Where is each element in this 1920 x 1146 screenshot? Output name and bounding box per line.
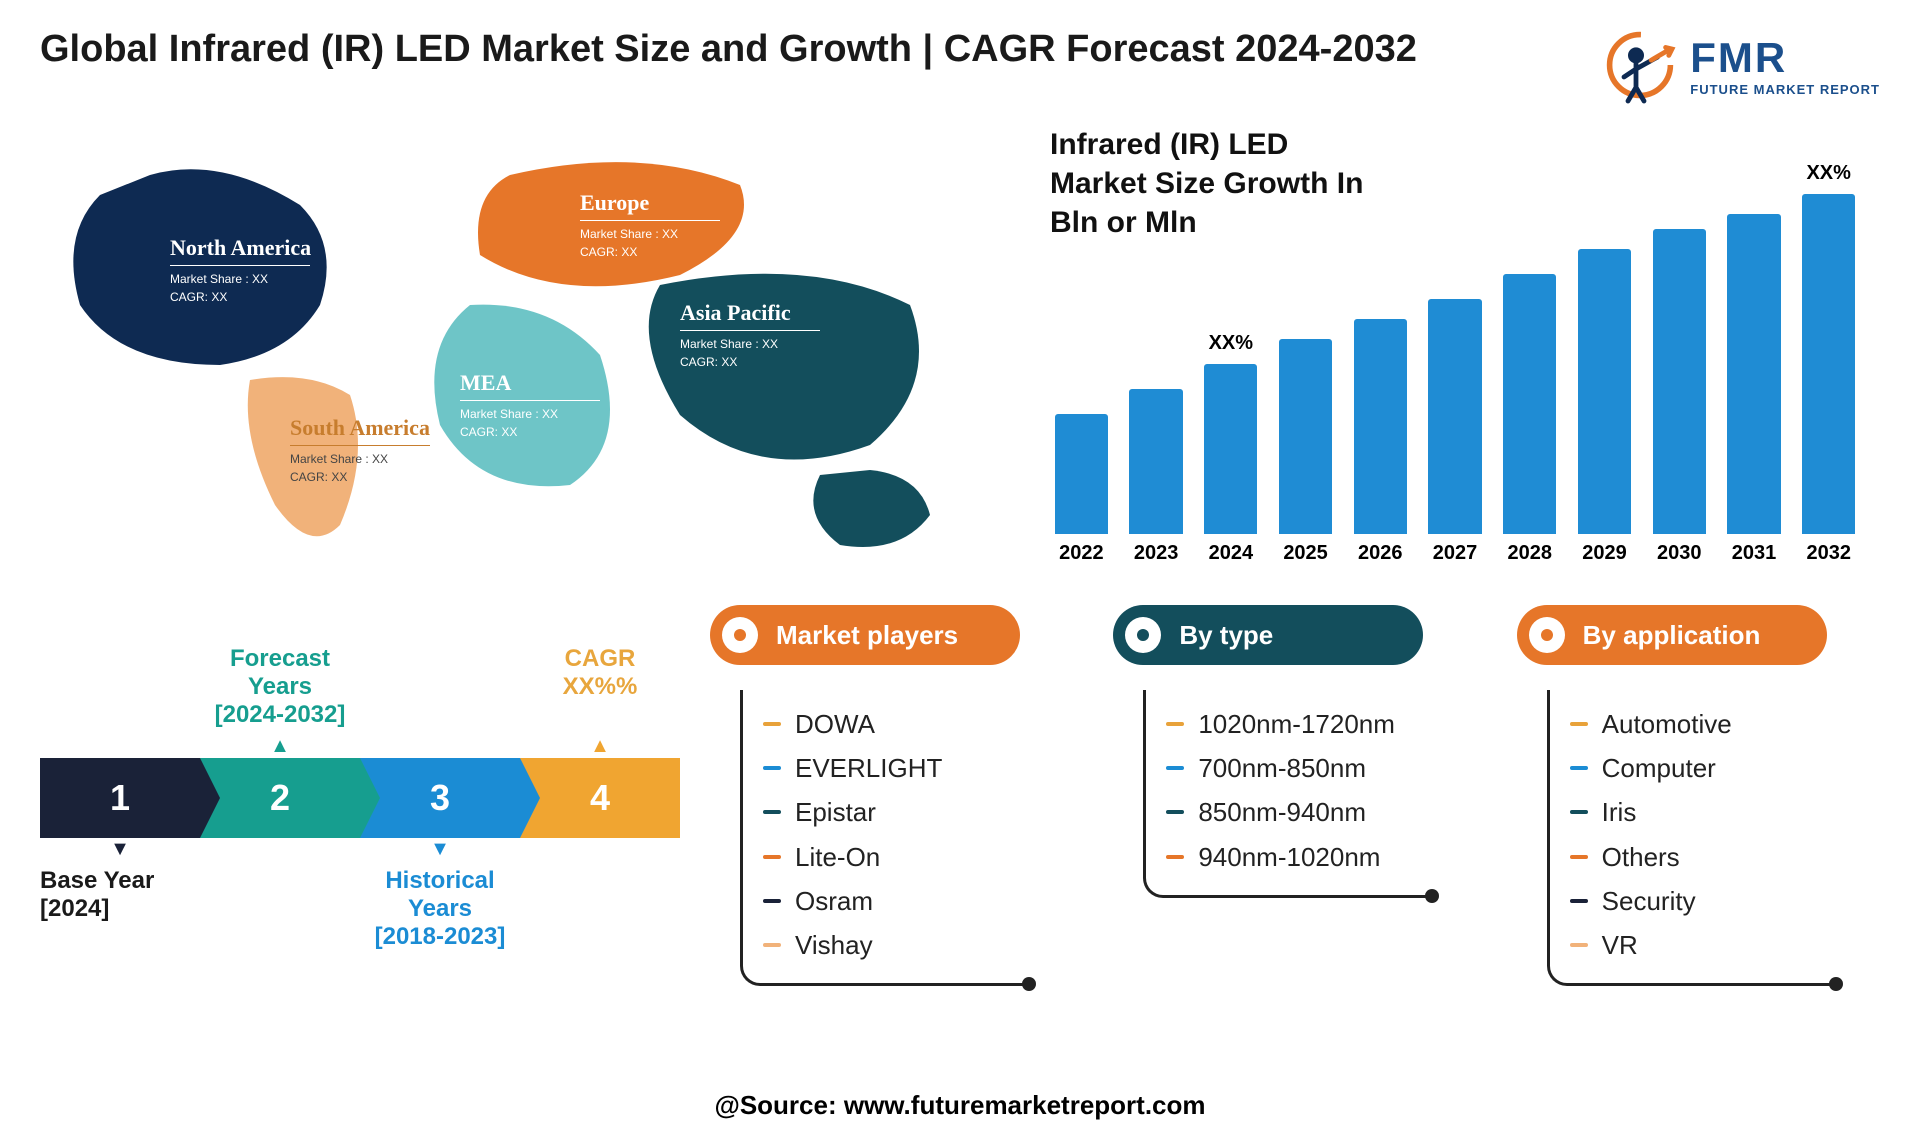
- brand-logo: FMR FUTURE MARKET REPORT: [1600, 25, 1880, 105]
- bar-2025: 2025: [1274, 339, 1337, 565]
- cat-item: EVERLIGHT: [763, 746, 1030, 790]
- cagr-value: XX%%: [520, 673, 680, 701]
- region-mea: MEAMarket Share : XXCAGR: XX: [460, 370, 600, 441]
- bar-2026: 2026: [1349, 319, 1412, 565]
- cat-item: Automotive: [1570, 702, 1837, 746]
- hist-range: [2018-2023]: [360, 923, 520, 951]
- cat-list-application: AutomotiveComputerIrisOthersSecurityVR: [1547, 690, 1837, 986]
- page-title: Global Infrared (IR) LED Market Size and…: [40, 25, 1417, 74]
- bar-2022: 2022: [1050, 414, 1113, 565]
- bars-container: 20222023XX%20242025202620272028202920302…: [1050, 205, 1860, 565]
- timeline-seg-1: 1: [40, 758, 200, 838]
- region-na: North AmericaMarket Share : XXCAGR: XX: [170, 235, 311, 306]
- timeline-seg-2: 2: [200, 758, 360, 838]
- fmr-logo-icon: [1600, 25, 1680, 105]
- cat-item: Epistar: [763, 790, 1030, 834]
- cat-item: Security: [1570, 879, 1837, 923]
- cat-item: Vishay: [763, 923, 1030, 967]
- bar-2023: 2023: [1125, 389, 1188, 565]
- cat-header-type: By type: [1113, 605, 1423, 665]
- cat-item: Computer: [1570, 746, 1837, 790]
- bar-2030: 2030: [1648, 229, 1711, 565]
- bar-2028: 2028: [1498, 274, 1561, 565]
- world-map-panel: North AmericaMarket Share : XXCAGR: XX So…: [40, 125, 990, 565]
- cat-item: 700nm-850nm: [1166, 746, 1433, 790]
- timeline-bar: 1234: [40, 758, 680, 838]
- cat-item: 940nm-1020nm: [1166, 835, 1433, 879]
- logo-full: FUTURE MARKET REPORT: [1690, 82, 1880, 97]
- base-range: [2024]: [40, 895, 200, 923]
- forecast-range: [2024-2032]: [200, 701, 360, 729]
- cat-item: Others: [1570, 835, 1837, 879]
- cat-item: VR: [1570, 923, 1837, 967]
- region-eu: EuropeMarket Share : XXCAGR: XX: [580, 190, 720, 261]
- hist-label: Historical Years: [360, 867, 520, 923]
- category-players: Market players DOWAEVERLIGHTEpistarLite-…: [710, 605, 1073, 986]
- bar-2024: XX%2024: [1199, 364, 1262, 565]
- source-attribution: @Source: www.futuremarketreport.com: [714, 1090, 1205, 1121]
- cat-item: DOWA: [763, 702, 1030, 746]
- timeline-seg-3: 3: [360, 758, 520, 838]
- world-map-svg: [40, 125, 990, 565]
- timeline-panel: Forecast Years [2024-2032] CAGR XX%% ▲▲ …: [40, 605, 680, 951]
- bar-2032: XX%2032: [1797, 194, 1860, 565]
- category-type: By type 1020nm-1720nm700nm-850nm850nm-94…: [1113, 605, 1476, 986]
- cat-header-players: Market players: [710, 605, 1020, 665]
- cagr-label: CAGR: [520, 645, 680, 673]
- cat-item: 1020nm-1720nm: [1166, 702, 1433, 746]
- region-ap: Asia PacificMarket Share : XXCAGR: XX: [680, 300, 820, 371]
- base-label: Base Year: [40, 867, 200, 895]
- cat-header-application: By application: [1517, 605, 1827, 665]
- cat-list-players: DOWAEVERLIGHTEpistarLite-OnOsramVishay: [740, 690, 1030, 986]
- bar-2031: 2031: [1723, 214, 1786, 565]
- cat-item: Iris: [1570, 790, 1837, 834]
- timeline-seg-4: 4: [520, 758, 680, 838]
- cat-item: 850nm-940nm: [1166, 790, 1433, 834]
- cat-item: Osram: [763, 879, 1030, 923]
- category-application: By application AutomotiveComputerIrisOth…: [1517, 605, 1880, 986]
- forecast-label: Forecast Years: [200, 645, 360, 701]
- bar-2027: 2027: [1424, 299, 1487, 565]
- bar-2029: 2029: [1573, 249, 1636, 565]
- logo-acronym: FMR: [1690, 34, 1880, 82]
- cat-list-type: 1020nm-1720nm700nm-850nm850nm-940nm940nm…: [1143, 690, 1433, 898]
- bar-chart-panel: Infrared (IR) LEDMarket Size Growth InBl…: [1020, 125, 1880, 565]
- cat-item: Lite-On: [763, 835, 1030, 879]
- region-sa: South AmericaMarket Share : XXCAGR: XX: [290, 415, 430, 486]
